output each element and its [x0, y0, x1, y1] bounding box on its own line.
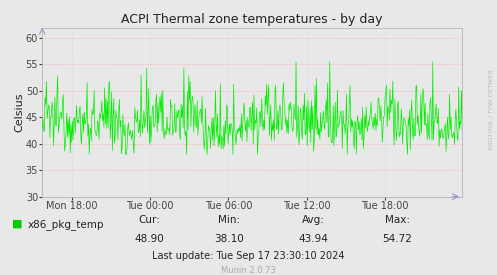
Text: RRDTOOL / TOBI OETIKER: RRDTOOL / TOBI OETIKER: [489, 70, 494, 150]
Text: 48.90: 48.90: [134, 234, 164, 244]
Text: ■: ■: [12, 219, 23, 229]
Text: 43.94: 43.94: [298, 234, 328, 244]
Text: x86_pkg_temp: x86_pkg_temp: [27, 219, 104, 230]
Text: Cur:: Cur:: [138, 215, 160, 225]
Text: Min:: Min:: [218, 215, 240, 225]
Text: 38.10: 38.10: [214, 234, 244, 244]
Text: Munin 2.0.73: Munin 2.0.73: [221, 266, 276, 275]
Y-axis label: Celsius: Celsius: [14, 92, 24, 132]
Title: ACPI Thermal zone temperatures - by day: ACPI Thermal zone temperatures - by day: [121, 13, 383, 26]
Text: Max:: Max:: [385, 215, 410, 225]
Text: 54.72: 54.72: [383, 234, 413, 244]
Text: Avg:: Avg:: [302, 215, 325, 225]
Text: Last update: Tue Sep 17 23:30:10 2024: Last update: Tue Sep 17 23:30:10 2024: [152, 251, 345, 261]
